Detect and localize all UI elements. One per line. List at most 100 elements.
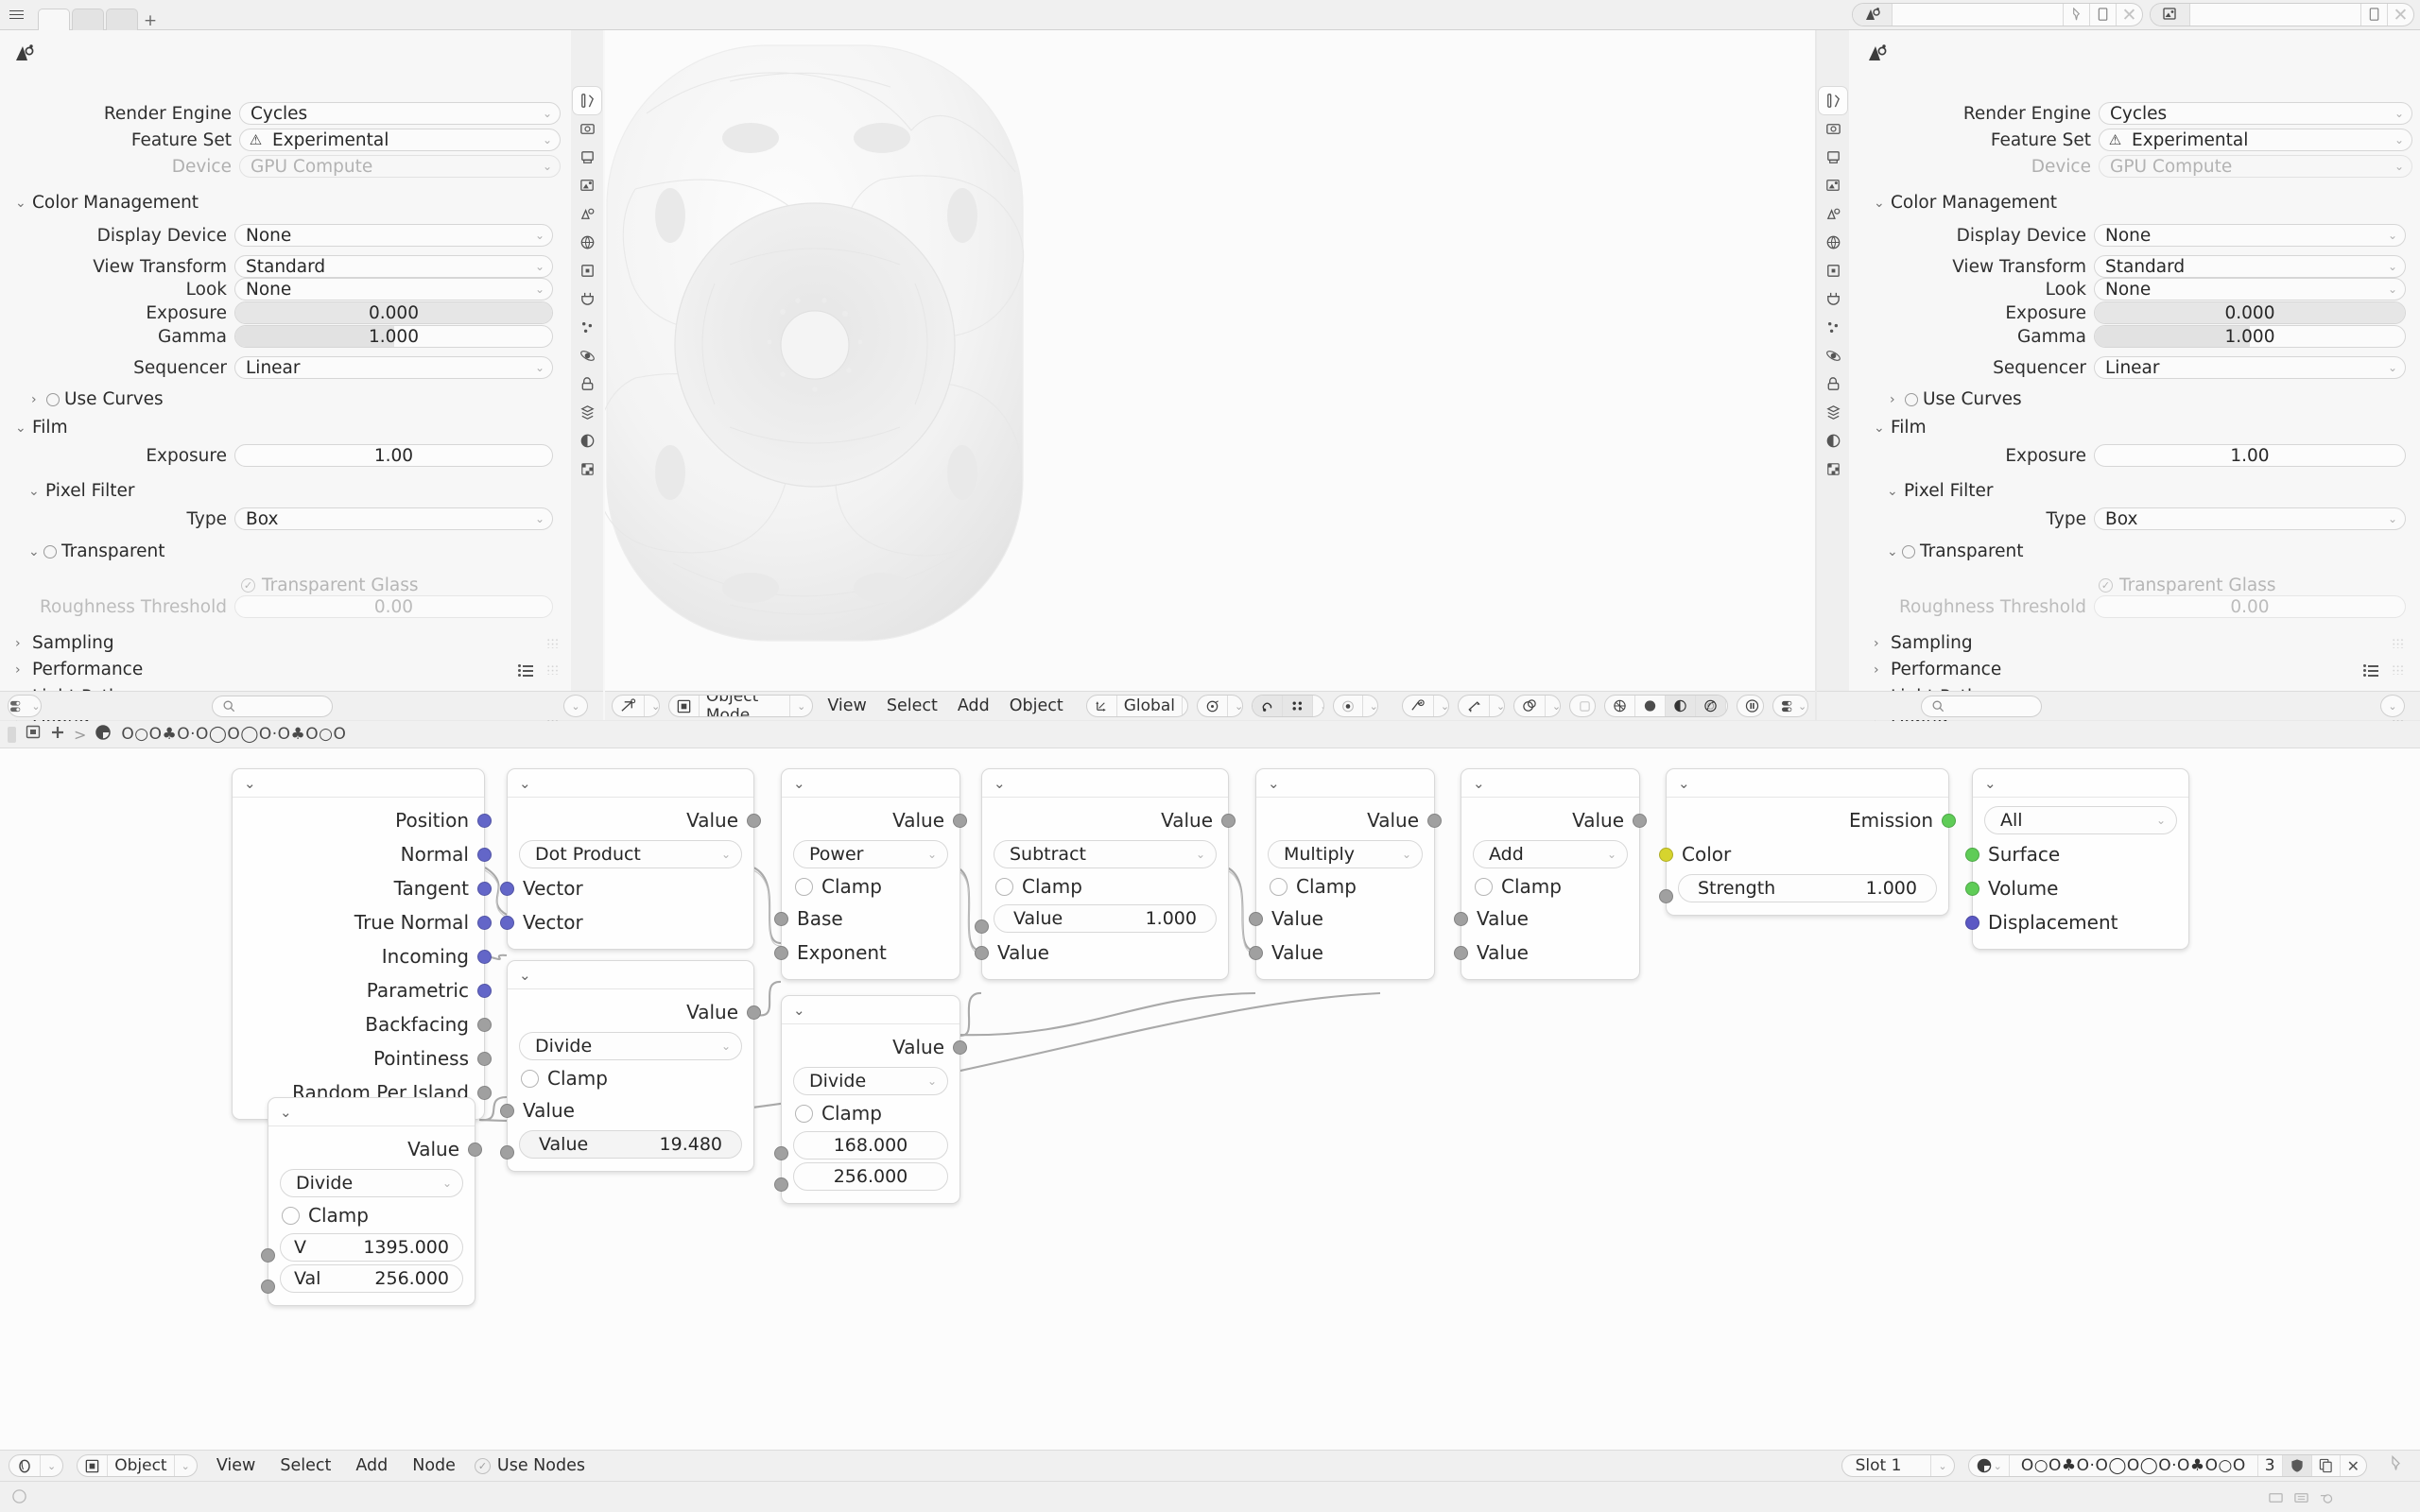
chevron-down-icon[interactable]: ⌄: [244, 774, 256, 792]
math-operation-dropdown[interactable]: Divide ⌄: [280, 1169, 463, 1197]
node-input-surface[interactable]: Surface: [1965, 837, 2188, 871]
viewport-options-button[interactable]: ⌄: [1772, 695, 1809, 717]
shader-type-selector[interactable]: Object ⌄: [77, 1454, 198, 1477]
node-math-divide-c[interactable]: ⌄ Value Divide ⌄ Clamp V 1395.000 Val 256.0…: [261, 1097, 482, 1306]
checkbox[interactable]: [282, 1206, 300, 1225]
view-transform-dropdown[interactable]: Standard ⌄: [234, 255, 553, 278]
section-performance[interactable]: › Performance: [15, 660, 143, 679]
section-sampling[interactable]: › Sampling: [1874, 633, 1973, 653]
node-input-volume[interactable]: Volume: [1965, 871, 2188, 905]
look-dropdown[interactable]: None ⌄: [234, 278, 553, 301]
socket-dot[interactable]: [774, 1146, 788, 1160]
node-header[interactable]: ⌄: [268, 1098, 475, 1126]
vector-math-operation-dropdown[interactable]: Dot Product ⌄: [519, 840, 742, 868]
node-output-parametric[interactable]: Parametric: [233, 973, 492, 1007]
socket-dot[interactable]: [1965, 916, 1979, 930]
section-transparent[interactable]: ⌄ Transparent: [28, 541, 165, 561]
section-pixel-filter[interactable]: ⌄ Pixel Filter: [28, 481, 135, 501]
math-operation-dropdown[interactable]: Subtract ⌄: [994, 840, 1217, 868]
use-curves-toggle[interactable]: › Use Curves: [1890, 389, 2022, 409]
shading-mode-selector[interactable]: ⌄: [1604, 695, 1729, 717]
chevron-down-icon[interactable]: ⌄: [1473, 774, 1485, 792]
node-editor-icon[interactable]: [25, 724, 42, 745]
viewport-menu-object[interactable]: Object: [1009, 696, 1063, 715]
tab-render-icon[interactable]: [573, 115, 601, 143]
node-header[interactable]: ⌄: [782, 996, 959, 1024]
tab-viewlayer-icon[interactable]: [573, 172, 601, 199]
clamp-checkbox[interactable]: Clamp: [1256, 871, 1434, 902]
chevron-down-icon[interactable]: ⌄: [793, 1001, 805, 1019]
clamp-checkbox[interactable]: Clamp: [268, 1200, 475, 1230]
socket-dot[interactable]: [1965, 848, 1979, 862]
fake-user-icon[interactable]: [2281, 1455, 2311, 1476]
gizmo-icon[interactable]: [1459, 696, 1489, 716]
socket-dot[interactable]: [1659, 889, 1673, 903]
snap-icon[interactable]: [1253, 696, 1283, 716]
viewport-menu-add[interactable]: Add: [957, 696, 990, 715]
properties-search-input[interactable]: [212, 695, 333, 717]
math-operation-dropdown[interactable]: Add ⌄: [1473, 840, 1628, 868]
interaction-mode-selector[interactable]: Object Mode ⌄: [667, 695, 814, 717]
socket-dot[interactable]: [477, 950, 492, 964]
socket-dot[interactable]: [774, 946, 788, 960]
xray-toggle[interactable]: [1568, 695, 1597, 717]
sequencer-dropdown[interactable]: Linear ⌄: [2094, 356, 2406, 379]
section-color-management[interactable]: ⌄ Color Management: [15, 193, 199, 213]
node-output-value[interactable]: Value: [268, 1132, 482, 1166]
device-dropdown[interactable]: GPU Compute ⌄: [239, 155, 561, 178]
clamp-checkbox[interactable]: Clamp: [982, 871, 1228, 902]
material-datablock-selector[interactable]: ⌄ O○O♣O·O◯O◯O·O♣O○O 3 ✕: [1967, 1454, 2367, 1477]
node-input-value-2[interactable]: Value: [975, 936, 1228, 970]
checkbox[interactable]: [1270, 877, 1288, 896]
socket-dot[interactable]: [477, 1018, 492, 1032]
use-nodes-checkbox[interactable]: ✓ Use Nodes: [474, 1456, 585, 1475]
tab-modifier-icon[interactable]: [573, 285, 601, 313]
checkbox[interactable]: [1902, 544, 1915, 558]
feature-set-dropdown[interactable]: ⚠ Experimental ⌄: [2099, 129, 2412, 151]
node-input-value-1[interactable]: Value: [1454, 902, 1639, 936]
section-film[interactable]: ⌄ Film: [1874, 418, 1927, 438]
filter-icon[interactable]: ⌄: [8, 695, 42, 717]
transparent-glass-checkbox[interactable]: ✓ Transparent Glass: [241, 576, 419, 595]
node-header[interactable]: ⌄: [1256, 769, 1434, 798]
look-dropdown[interactable]: None ⌄: [2094, 278, 2406, 301]
node-output-value[interactable]: Value: [508, 995, 761, 1029]
tab-particles-icon[interactable]: [573, 314, 601, 341]
tab-material-icon[interactable]: [1819, 427, 1847, 455]
tab-constraints-icon[interactable]: [573, 370, 601, 398]
tab-scene-icon[interactable]: [573, 200, 601, 228]
pixel-filter-type-dropdown[interactable]: Box ⌄: [234, 507, 553, 530]
material-icon[interactable]: ⌄: [1969, 1455, 2009, 1476]
node-output-value[interactable]: Value: [782, 803, 967, 837]
node-menu-node[interactable]: Node: [412, 1456, 456, 1475]
node-output-backfacing[interactable]: Backfacing: [233, 1007, 492, 1041]
section-pixel-filter[interactable]: ⌄ Pixel Filter: [1887, 481, 1994, 501]
film-exposure-slider[interactable]: 1.00: [2094, 444, 2406, 467]
node-math-add[interactable]: ⌄ Value Add ⌄ Clamp Value Value: [1454, 768, 1647, 980]
tab-data-icon[interactable]: [573, 399, 601, 426]
view-transform-dropdown[interactable]: Standard ⌄: [2094, 255, 2406, 278]
tab-scene-icon[interactable]: [1819, 200, 1847, 228]
node-menu-view[interactable]: View: [216, 1456, 256, 1475]
viewport-3d[interactable]: ⌄ Object Mode ⌄ View Select Add Object G…: [605, 30, 1815, 720]
node-geometry[interactable]: ⌄ Position Normal Tangent True Normal In…: [232, 768, 492, 1120]
node-input-color[interactable]: Color: [1659, 837, 1948, 871]
xray-icon[interactable]: [1570, 696, 1595, 716]
node-output-position[interactable]: Position: [233, 803, 492, 837]
socket-dot[interactable]: [1942, 814, 1956, 828]
viewport-menu-select[interactable]: Select: [886, 696, 938, 715]
checkbox[interactable]: [43, 544, 57, 558]
socket-dot[interactable]: [774, 912, 788, 926]
scene-selector[interactable]: ✕: [1852, 3, 2143, 26]
node-emission[interactable]: ⌄ Emission Color Strength 1.000: [1659, 768, 1956, 916]
socket-dot[interactable]: [1454, 946, 1468, 960]
node-math-subtract[interactable]: ⌄ Value Subtract ⌄ Clamp Value 1.000 Value: [975, 768, 1236, 980]
chevron-down-icon[interactable]: ⌄: [793, 774, 805, 792]
math-operation-dropdown[interactable]: Power ⌄: [793, 840, 948, 868]
grip-dots[interactable]: [2392, 664, 2404, 675]
transparent-glass-checkbox[interactable]: ✓ Transparent Glass: [2099, 576, 2276, 595]
value-field-1[interactable]: 168.000: [793, 1131, 948, 1160]
socket-dot[interactable]: [1633, 814, 1647, 828]
socket-dot[interactable]: [468, 1143, 482, 1157]
socket-dot[interactable]: [774, 1177, 788, 1192]
